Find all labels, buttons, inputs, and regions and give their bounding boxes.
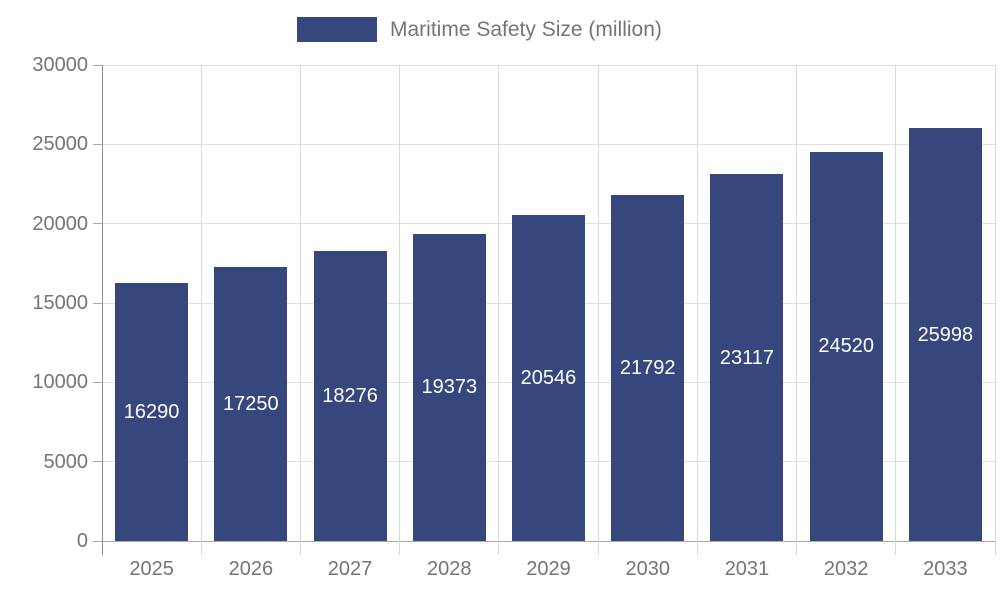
x-tick-label: 2028 [427,558,472,580]
x-tick-label: 2031 [724,558,770,580]
v-gridline [895,65,897,555]
bar-value-label: 17250 [223,393,279,416]
y-tick-label: 5000 [43,450,89,473]
v-gridline [299,65,301,555]
v-gridline [696,65,698,555]
bar [313,251,387,541]
y-axis-line [101,65,103,555]
v-gridline [399,65,401,555]
x-tick-label: 2027 [327,558,373,580]
y-tick-label: 30000 [32,54,88,76]
x-tick-label: 2032 [823,558,869,580]
y-tick [93,223,102,225]
x-tick-label: 2029 [526,558,571,580]
bar-value-label: 24520 [818,335,874,358]
bar [809,151,883,541]
bar-value-label: 20546 [520,367,577,389]
x-tick-label: 2026 [228,558,274,580]
bar [115,282,189,541]
y-tick [93,302,102,304]
y-tick-label: 0 [76,530,88,552]
baseline [102,540,995,542]
y-tick [93,540,102,542]
bar-value-label: 23117 [719,346,774,369]
y-tick [93,381,102,383]
y-tick-label: 20000 [32,212,88,235]
y-tick-label: 15000 [32,292,88,314]
legend-label: Maritime Safety Size (million) [390,17,662,41]
y-tick [93,461,102,463]
bar-value-label: 18276 [322,385,378,407]
legend-swatch [297,17,377,42]
legend: Maritime Safety Size (million) [297,17,662,42]
y-tick-label: 10000 [32,371,88,394]
bar-value-label: 21792 [619,357,676,380]
v-gridline [597,65,599,555]
bar [611,195,685,541]
bar-value-label: 25998 [917,323,974,346]
h-gridline [102,64,995,66]
x-tick-label: 2033 [923,558,968,580]
bar [214,267,288,541]
v-gridline [200,65,202,555]
v-gridline [796,65,798,555]
bar [512,215,585,541]
y-tick [93,143,102,145]
bar-value-label: 19373 [421,376,478,399]
x-tick-label: 2025 [129,558,174,580]
y-tick-label: 25000 [32,133,88,156]
bar [412,233,486,541]
y-tick [93,64,102,66]
x-tick-label: 2030 [625,558,670,580]
h-gridline [102,143,995,145]
bar-value-label: 16290 [123,400,180,423]
v-gridline [498,65,500,555]
bar [908,128,982,541]
v-gridline [994,65,996,555]
bar [710,174,784,541]
